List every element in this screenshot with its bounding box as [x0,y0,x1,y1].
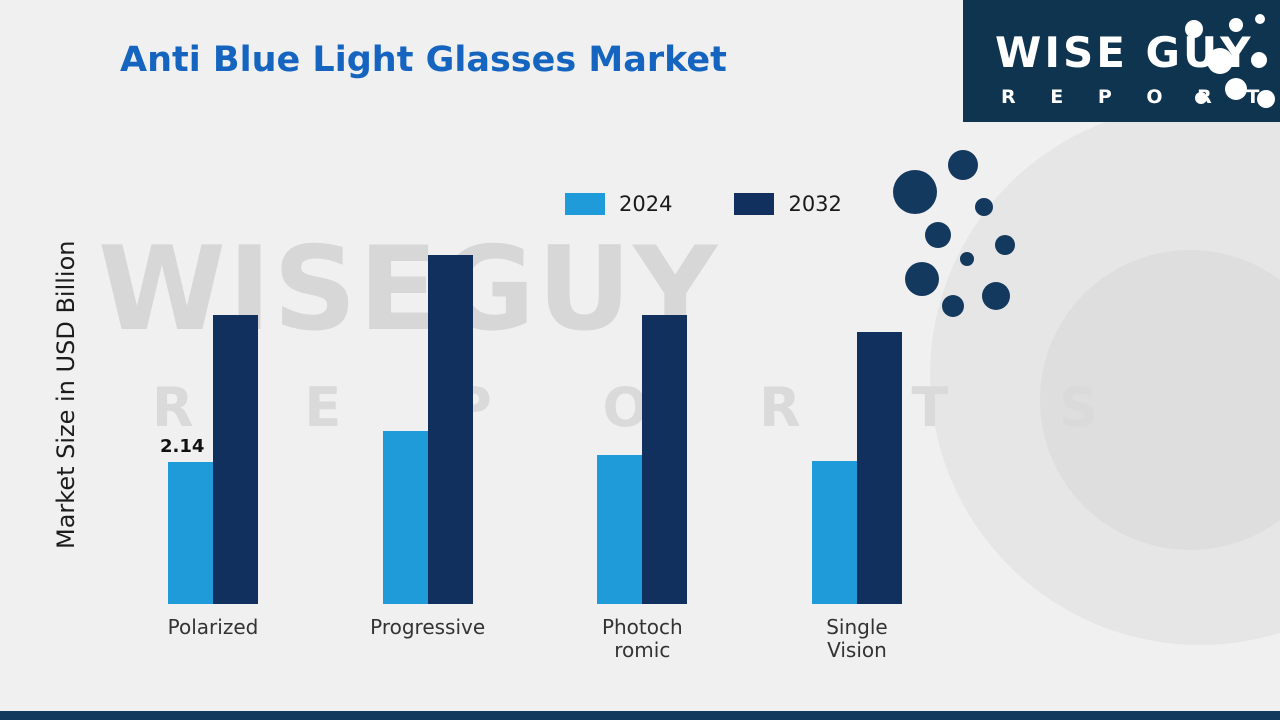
legend-swatch-2024 [565,193,605,215]
legend-item-2032: 2032 [734,192,842,216]
logo-subtitle: R E P O R T S [1001,86,1280,108]
logo-dot [1255,14,1265,24]
footer-bar [0,711,1280,720]
logo-dot [1195,92,1207,104]
category-label: Single Vision [826,615,888,662]
legend: 2024 2032 [565,192,842,216]
decor-dot [893,170,937,214]
wiseguy-logo: WISE GUY R E P O R T S [963,0,1280,122]
category-label: Polarized [167,615,259,639]
category-label: Progressive [370,615,486,639]
logo-dot [1251,52,1267,68]
face-profile-icon [1040,250,1280,550]
decor-dot [948,150,978,180]
logo-dot [1207,48,1233,74]
legend-swatch-2032 [734,193,775,215]
bar-2032 [427,255,473,604]
bar-2024 [382,431,428,604]
bar-2024: 2.14 [160,436,213,604]
watermark-wiseguy: WISEGUY [98,222,720,357]
bar-2032 [642,315,688,604]
logo-dot [1229,18,1243,32]
bar-value-label: 2.14 [160,436,205,457]
legend-item-2024: 2024 [565,192,672,216]
bar-2032 [213,315,258,604]
decor-dot [905,262,939,296]
legend-label-2024: 2024 [619,192,673,216]
page-title: Anti Blue Light Glasses Market [120,40,727,80]
decor-dot [960,252,974,266]
bar-2032 [856,332,902,604]
y-axis-label: Market Size in USD Billion [52,240,80,550]
category-label: Photoch romic [601,615,683,662]
bar-group-progressive: Progressive [370,255,485,639]
bar-group-single-vision: Single Vision [811,332,902,662]
decor-dot [982,282,1010,310]
logo-dot [1257,90,1275,108]
decor-dot [925,222,951,248]
legend-label-2032: 2032 [788,192,842,216]
bar-2024 [811,461,857,604]
logo-dot [1225,78,1247,100]
bar-group-photochromic: Photoch romic [597,315,688,662]
bar-2024 [597,455,643,604]
logo-dot [1185,20,1203,38]
decor-dot [995,235,1015,255]
watermark-reports: R E P O R T S [152,376,1145,439]
bar-group-polarized: 2.14 Polarized [160,315,258,639]
decor-dot [975,198,993,216]
logo-wordmark: WISE GUY [995,28,1254,77]
decor-dot [942,295,964,317]
plot-area: 2.14 Polarized Progressive Photoch romic Sing… [160,232,902,662]
